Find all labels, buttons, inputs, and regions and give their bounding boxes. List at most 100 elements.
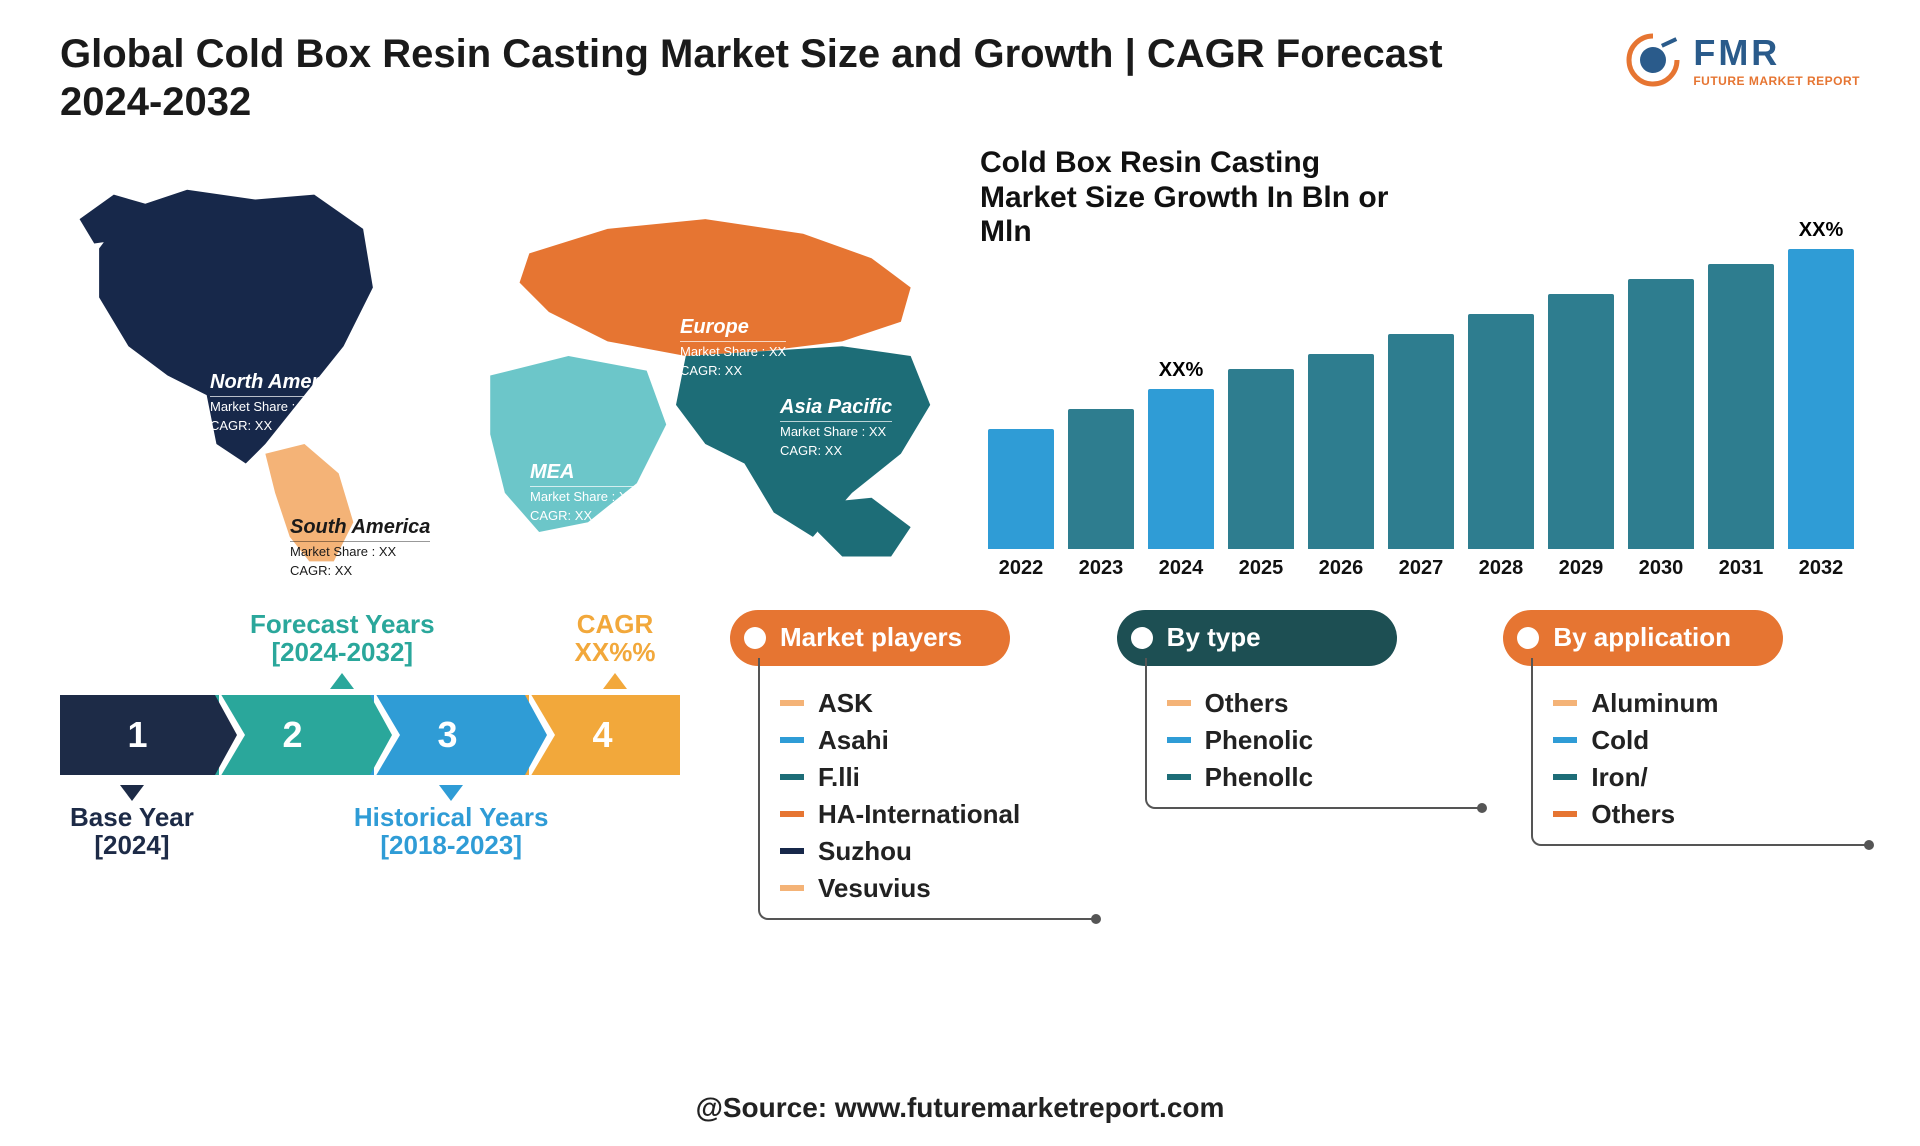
region-name: MEA — [530, 461, 636, 484]
bar-rect — [1628, 279, 1694, 549]
bar-rect — [988, 429, 1054, 549]
category-column: By type Others Phenolic Phenollc — [1117, 610, 1474, 920]
pill-label: By application — [1553, 622, 1731, 653]
timeline-bottom-label: Historical Years[2018-2023] — [354, 779, 549, 860]
map-label-south-america: South AmericaMarket Share : XXCAGR: XX — [290, 516, 430, 578]
bar-label: XX% — [1159, 359, 1203, 383]
bar-year: 2022 — [999, 557, 1044, 580]
bar-chart: Cold Box Resin Casting Market Size Growt… — [980, 146, 1860, 580]
bar-rect — [1308, 354, 1374, 549]
region-share: Market Share : XX — [530, 486, 636, 504]
bar-rect — [1468, 314, 1534, 549]
list-item: Vesuvius — [780, 873, 1095, 904]
bar-rect — [1548, 294, 1614, 549]
bracket: Others Phenolic Phenollc — [1145, 658, 1482, 809]
map-label-mea: MEA Market Share : XX CAGR: XX — [530, 461, 636, 523]
dash-icon — [1553, 700, 1577, 706]
bar-rect — [1708, 264, 1774, 549]
map-label-asia-pacific: Asia Pacific Market Share : XX CAGR: XX — [780, 396, 892, 458]
bar-year: 2026 — [1319, 557, 1364, 580]
dot-icon — [1131, 627, 1153, 649]
list-item-text: Phenolic — [1205, 725, 1313, 756]
list-item-text: Others — [1591, 799, 1675, 830]
list-item-text: F.lli — [818, 762, 860, 793]
bar-2031: 2031 — [1708, 234, 1774, 580]
region-cagr: CAGR: XX — [210, 416, 347, 433]
dash-icon — [1553, 811, 1577, 817]
dash-icon — [780, 737, 804, 743]
list-item: Phenollc — [1167, 762, 1482, 793]
timeline-label-sub: [2024-2032] — [250, 638, 435, 667]
chart-title: Cold Box Resin Casting Market Size Growt… — [980, 146, 1400, 250]
list-item: ASK — [780, 688, 1095, 719]
bar-label: XX% — [1799, 219, 1843, 243]
bar-rect — [1788, 249, 1854, 549]
timeline-top-label: CAGRXX%% — [575, 610, 656, 691]
pill-label: By type — [1167, 622, 1261, 653]
dash-icon — [1167, 700, 1191, 706]
triangle-up-icon — [603, 673, 627, 689]
bar-2032: XX%2032 — [1788, 219, 1854, 580]
list-item-text: Suzhou — [818, 836, 912, 867]
bar-2027: 2027 — [1388, 304, 1454, 580]
bar-year: 2025 — [1239, 557, 1284, 580]
timeline-top-label: Forecast Years[2024-2032] — [250, 610, 435, 691]
list-item: Others — [1167, 688, 1482, 719]
list-item-text: HA-International — [818, 799, 1020, 830]
region-cagr: CAGR: XX — [530, 506, 636, 523]
timeline-label-sub: XX%% — [575, 638, 656, 667]
bar-2026: 2026 — [1308, 324, 1374, 580]
timeline-label-title: Base Year — [70, 803, 194, 832]
list-item-text: ASK — [818, 688, 873, 719]
map-label-europe: EuropeMarket Share : XXCAGR: XX — [680, 316, 786, 378]
region-share: Market Share : XX — [780, 421, 892, 439]
timeline-label-title: CAGR — [575, 610, 656, 639]
bar-year: 2027 — [1399, 557, 1444, 580]
map-svg — [60, 146, 940, 566]
region-name: Europe — [680, 316, 786, 339]
list-item: Others — [1553, 799, 1868, 830]
bar-2028: 2028 — [1468, 284, 1534, 580]
bar-rect — [1068, 409, 1134, 549]
timeline: Forecast Years[2024-2032]CAGRXX%% 1234 B… — [60, 610, 700, 920]
triangle-down-icon — [439, 785, 463, 801]
bar-year: 2031 — [1719, 557, 1764, 580]
dash-icon — [780, 848, 804, 854]
list-item-text: Phenollc — [1205, 762, 1313, 793]
region-cagr: CAGR: XX — [780, 441, 892, 458]
logo-text-sub: FUTURE MARKET REPORT — [1693, 74, 1860, 88]
region-cagr: CAGR: XX — [680, 361, 786, 378]
list-item: Phenolic — [1167, 725, 1482, 756]
list-item-text: Cold — [1591, 725, 1649, 756]
list-item: HA-International — [780, 799, 1095, 830]
timeline-label-title: Forecast Years — [250, 610, 435, 639]
list-item-text: Others — [1205, 688, 1289, 719]
list-item: Iron/ — [1553, 762, 1868, 793]
logo-text-main: FMR — [1693, 32, 1860, 74]
timeline-label-title: Historical Years — [354, 803, 549, 832]
bar-2025: 2025 — [1228, 339, 1294, 580]
list-item: Aluminum — [1553, 688, 1868, 719]
bar-2022: 2022 — [988, 399, 1054, 580]
timeline-bottom-label: Base Year[2024] — [70, 779, 194, 860]
bar-year: 2030 — [1639, 557, 1684, 580]
bar-2029: 2029 — [1548, 264, 1614, 580]
bar-rect — [1388, 334, 1454, 549]
list-item: Asahi — [780, 725, 1095, 756]
bar-year: 2023 — [1079, 557, 1124, 580]
bar-2030: 2030 — [1628, 249, 1694, 580]
dash-icon — [780, 811, 804, 817]
timeline-segment-1: 1 — [60, 695, 215, 775]
dash-icon — [1553, 774, 1577, 780]
region-share: Market Share : XX — [290, 541, 430, 559]
triangle-down-icon — [120, 785, 144, 801]
list-item: Suzhou — [780, 836, 1095, 867]
bar-rect — [1228, 369, 1294, 549]
dash-icon — [1167, 737, 1191, 743]
region-share: Market Share : XX — [210, 396, 347, 414]
world-map: North AmericaMarket Share : XXCAGR: XXSo… — [60, 146, 940, 566]
dash-icon — [780, 885, 804, 891]
region-name: Asia Pacific — [780, 396, 892, 419]
list-item: F.lli — [780, 762, 1095, 793]
dash-icon — [1167, 774, 1191, 780]
